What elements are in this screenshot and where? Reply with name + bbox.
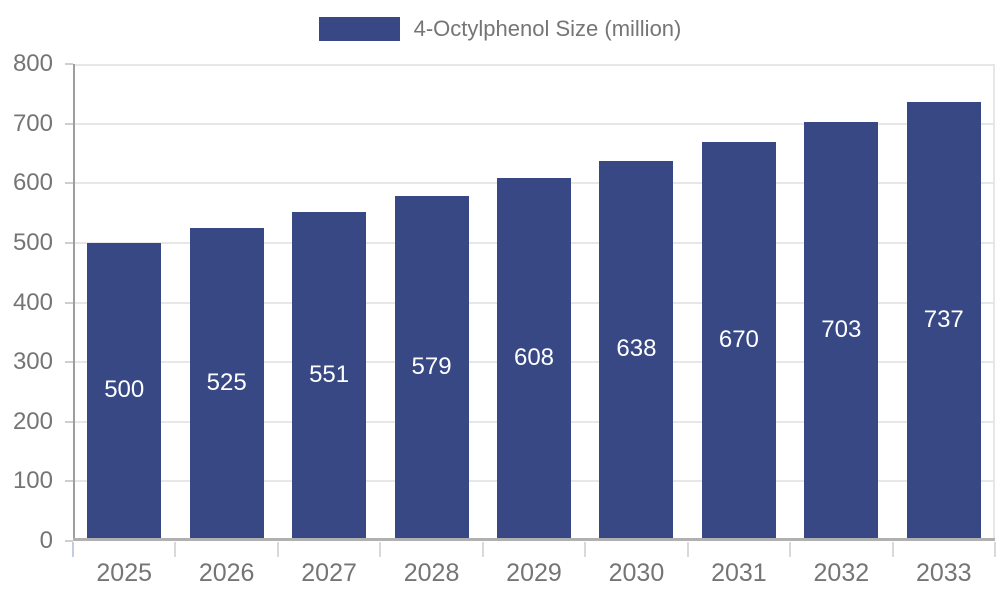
bar-2028[interactable]: 579 [394,195,469,538]
x-tick-mark [379,542,382,557]
y-tick-label: 100 [12,467,53,495]
bar-2031[interactable]: 670 [701,141,776,538]
x-tick-mark [994,542,996,557]
y-tick-label: 500 [12,228,53,256]
y-tick-mark [65,540,73,542]
bar-2025[interactable]: 500 [87,242,162,538]
x-tick-label: 2026 [198,559,255,587]
bar-2026[interactable]: 525 [189,227,264,538]
bar-2032[interactable]: 703 [804,121,879,538]
y-tick-label: 400 [12,288,53,316]
bar-value-label: 670 [718,325,759,353]
bar-2029[interactable]: 608 [497,178,571,538]
x-tick-label: 2031 [711,559,767,587]
y-tick-mark [65,122,73,125]
y-tick-mark [65,480,73,483]
bar-value-label: 608 [513,344,555,372]
x-tick-label: 2030 [608,559,665,587]
legend-swatch-icon [318,17,400,41]
bar-value-label: 525 [206,368,247,396]
bar-2030[interactable]: 638 [599,160,674,538]
x-tick-mark [276,542,279,557]
y-tick-mark [65,420,73,423]
legend-item[interactable]: 4-Octylphenol Size (million) [0,16,1000,42]
bar-value-label: 737 [923,305,964,333]
x-tick-mark [789,542,792,557]
legend-label: 4-Octylphenol Size (million) [413,16,682,41]
bar-2033[interactable]: 737 [906,101,981,538]
x-tick-label: 2025 [96,559,153,587]
x-tick-label: 2028 [403,559,460,587]
y-tick-label: 0 [39,527,53,554]
bar-value-label: 638 [616,335,657,363]
y-tick-label: 300 [12,348,53,376]
y-tick-label: 700 [12,109,53,137]
x-tick-mark [174,542,177,557]
y-axis-line [73,64,75,541]
bar-value-label: 579 [411,352,452,380]
x-tick-label: 2033 [915,559,972,587]
bar-value-label: 551 [309,361,350,389]
y-tick-mark [65,301,73,304]
x-tick-mark [584,542,587,557]
y-tick-label: 600 [12,169,53,197]
bar-2027[interactable]: 551 [292,212,367,538]
bar-value-label: 500 [104,376,145,404]
gridline [73,122,995,125]
y-tick-mark [65,361,73,364]
plot-area: 500 525 551 579 608 638 670 703 737 [73,64,995,541]
x-tick-mark [72,542,74,557]
y-tick-label: 200 [12,407,53,435]
bar-value-label: 703 [821,315,862,343]
x-tick-mark [891,542,894,557]
x-axis-line [73,538,995,541]
x-tick-mark [686,542,689,557]
y-tick-mark [65,182,73,185]
x-tick-mark [481,542,484,557]
x-tick-label: 2029 [506,559,562,587]
plot-border-top [73,64,995,66]
y-tick-mark [65,241,73,244]
y-tick-label: 800 [12,50,53,77]
x-tick-label: 2032 [813,559,870,587]
x-tick-label: 2027 [301,559,357,587]
y-tick-mark [65,63,73,65]
